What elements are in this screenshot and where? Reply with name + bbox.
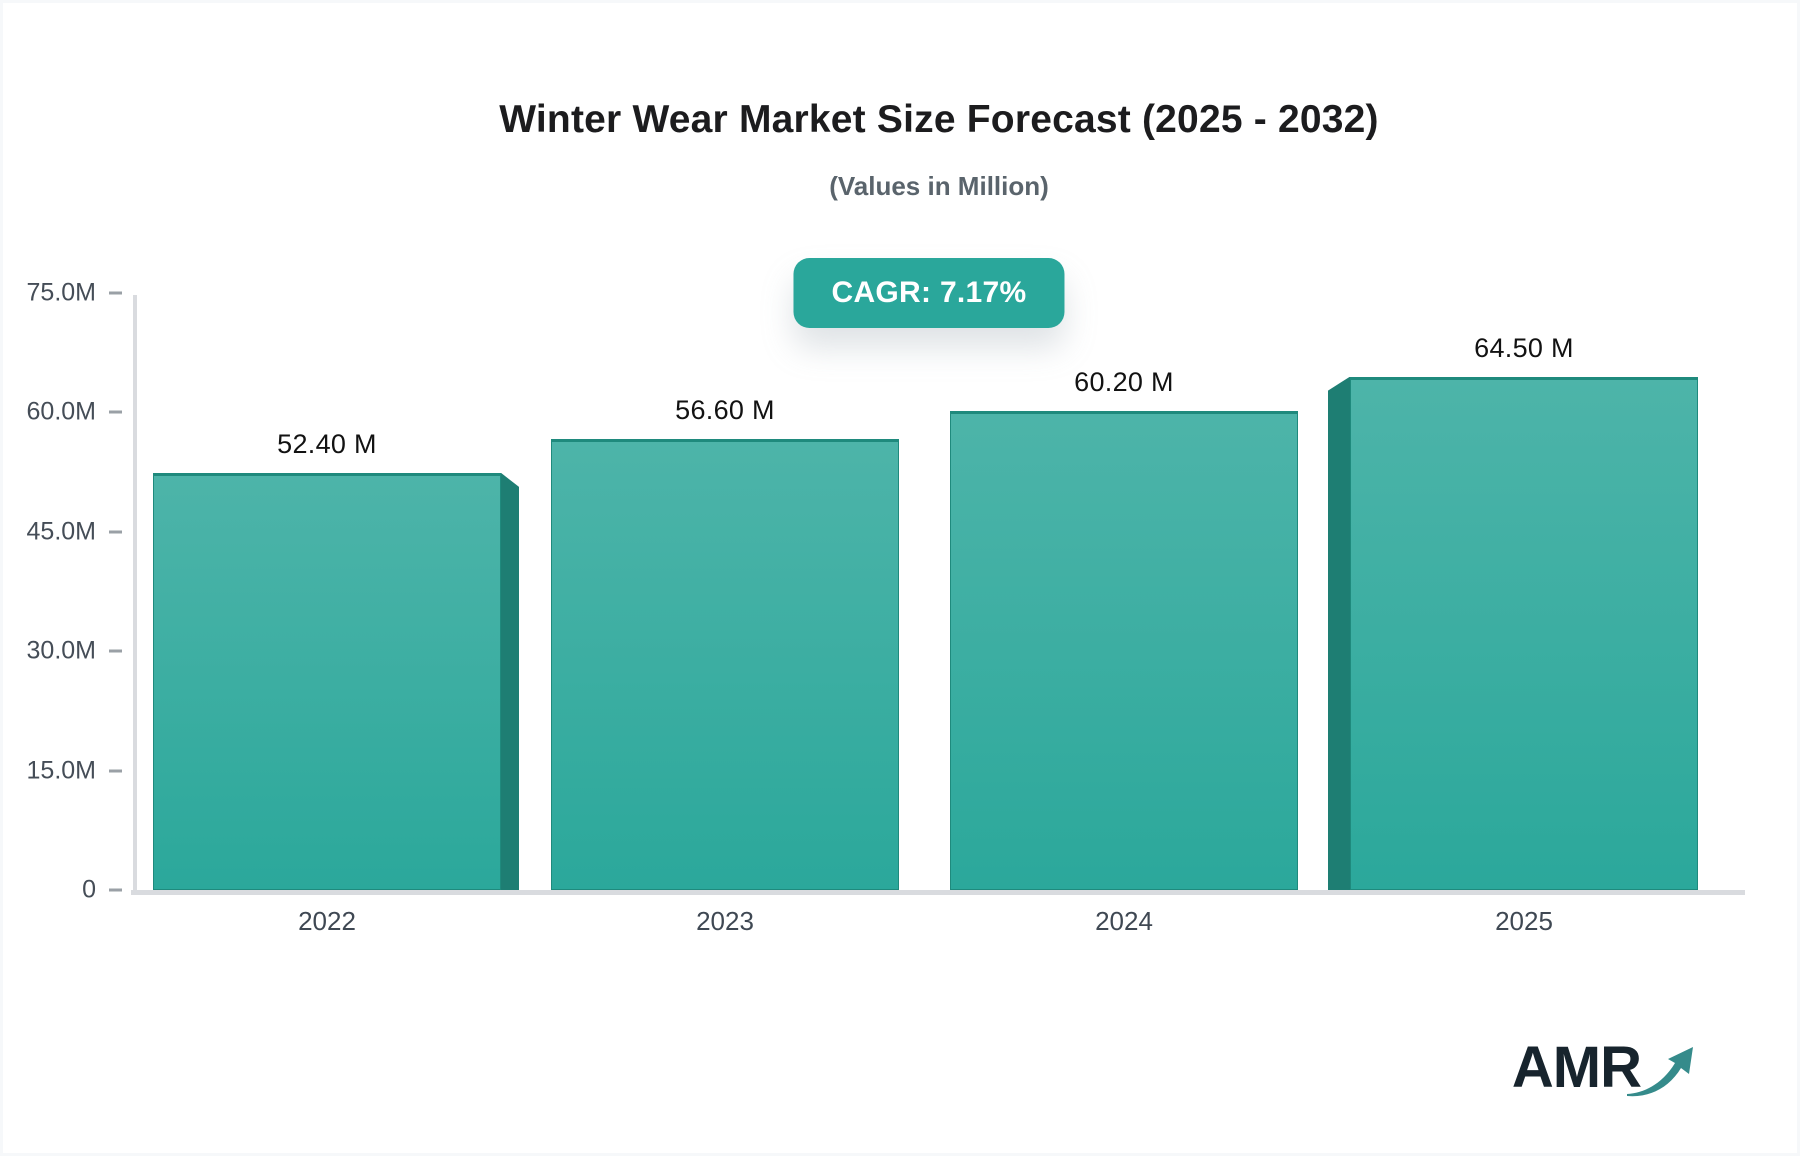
y-tick-mark	[109, 410, 122, 414]
y-tick-label: 30.0M	[26, 636, 96, 665]
y-tick-label: 45.0M	[26, 517, 96, 546]
y-tick: 0	[82, 876, 122, 905]
plot-area: 75.0M 60.0M 45.0M 30.0M 15.0M 0 52.40 M …	[27, 279, 1745, 936]
y-tick-label: 0	[82, 875, 96, 904]
chart-canvas: Winter Wear Market Size Forecast (2025 -…	[3, 3, 1797, 1153]
y-tick: 15.0M	[27, 756, 122, 785]
x-axis-line	[131, 890, 1745, 895]
cagr-badge: CAGR: 7.17%	[793, 258, 1065, 328]
chart-title: Winter Wear Market Size Forecast (2025 -…	[499, 98, 1379, 141]
amr-logo-text: AMR	[1511, 1034, 1642, 1100]
cagr-badge-label: CAGR: 7.17%	[831, 276, 1027, 309]
y-tick-mark	[109, 291, 122, 295]
y-tick-mark	[109, 888, 122, 892]
y-axis-line	[133, 295, 137, 890]
y-tick: 75.0M	[27, 279, 122, 308]
bar-group-2024: 60.20 M 2024	[950, 293, 1298, 936]
bar-2023[interactable]	[551, 439, 899, 890]
bar-value-label: 56.60 M	[675, 395, 775, 426]
chart-subtitle: (Values in Million)	[829, 171, 1049, 201]
bar-group-2023: 56.60 M 2023	[551, 293, 899, 936]
bar-2022[interactable]	[153, 472, 501, 890]
x-tick-label-2022: 2022	[298, 906, 356, 936]
x-tick-label-2024: 2024	[1095, 906, 1153, 936]
bar-2024[interactable]	[950, 410, 1298, 890]
x-tick-label-2025: 2025	[1495, 906, 1553, 936]
y-tick-label: 75.0M	[26, 278, 96, 307]
bar-group-2022: 52.40 M 2022	[153, 293, 501, 936]
y-tick-label: 15.0M	[26, 756, 96, 785]
x-tick-label-2023: 2023	[696, 906, 754, 936]
y-tick-mark	[109, 530, 122, 534]
amr-logo: AMR	[1512, 1033, 1697, 1101]
y-tick: 60.0M	[27, 398, 122, 427]
bar-value-label: 64.50 M	[1474, 332, 1574, 363]
y-tick: 30.0M	[27, 637, 122, 666]
y-tick-mark	[109, 649, 122, 653]
bar-2025[interactable]	[1350, 376, 1698, 890]
y-tick-mark	[109, 769, 122, 773]
growth-arrow-icon	[1627, 1047, 1693, 1097]
bar-value-label: 52.40 M	[277, 428, 377, 459]
bar-value-label: 60.20 M	[1074, 366, 1174, 397]
bar-group-2025: 64.50 M 2025	[1350, 293, 1698, 936]
y-tick-label: 60.0M	[26, 397, 96, 426]
y-tick: 45.0M	[27, 517, 122, 546]
